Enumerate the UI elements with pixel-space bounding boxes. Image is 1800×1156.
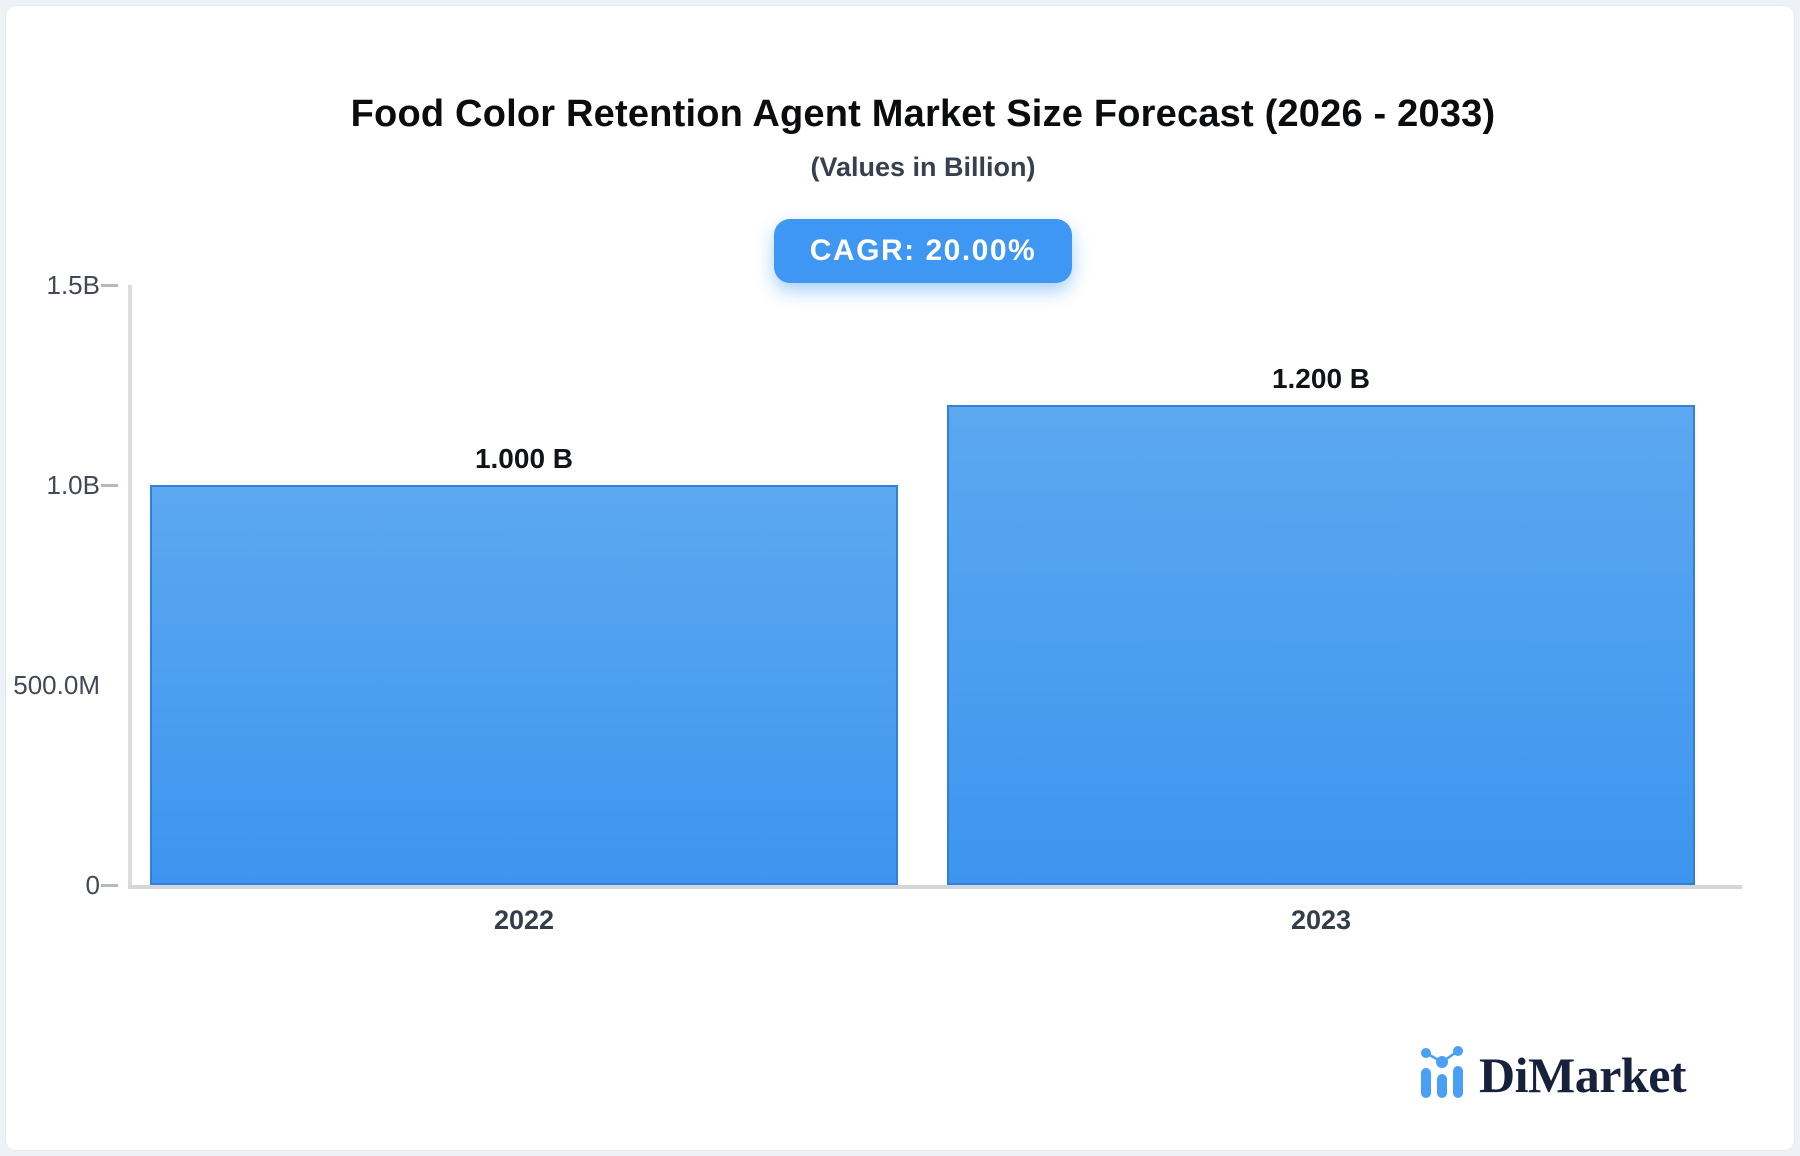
y-tick-label: 1.0B (46, 470, 101, 500)
y-tick-dash (101, 284, 118, 287)
y-tick-label: 0 (85, 870, 100, 900)
brand-name: DiMarket (1479, 1047, 1687, 1103)
y-tick-label: 1.5B (46, 270, 101, 300)
chart-subtitle: (Values in Billion) (810, 151, 1036, 182)
cagr-badge: CAGR: 20.00% (773, 218, 1073, 283)
y-tick-dash (101, 884, 118, 887)
bar-value-label: 1.200 B (1271, 363, 1371, 394)
y-axis-line (128, 285, 132, 889)
chart-title: Food Color Retention Agent Market Size F… (350, 93, 1496, 135)
y-tick-label: 500.0M (13, 670, 100, 700)
x-category-label: 2023 (1290, 905, 1352, 935)
bar-value-label: 1.000 B (474, 443, 574, 474)
chart-card: Food Color Retention Agent Market Size F… (6, 6, 1794, 1150)
y-tick-dash (101, 484, 118, 487)
x-category-label: 2022 (493, 905, 555, 935)
x-axis-line (128, 885, 1742, 889)
bar[interactable] (947, 405, 1695, 885)
dimarket-logo-icon (1421, 1046, 1463, 1098)
brand-logo: DiMarket (1419, 1042, 1687, 1103)
bar[interactable] (150, 485, 898, 885)
chart-header: Food Color Retention Agent Market Size F… (46, 0, 1800, 283)
